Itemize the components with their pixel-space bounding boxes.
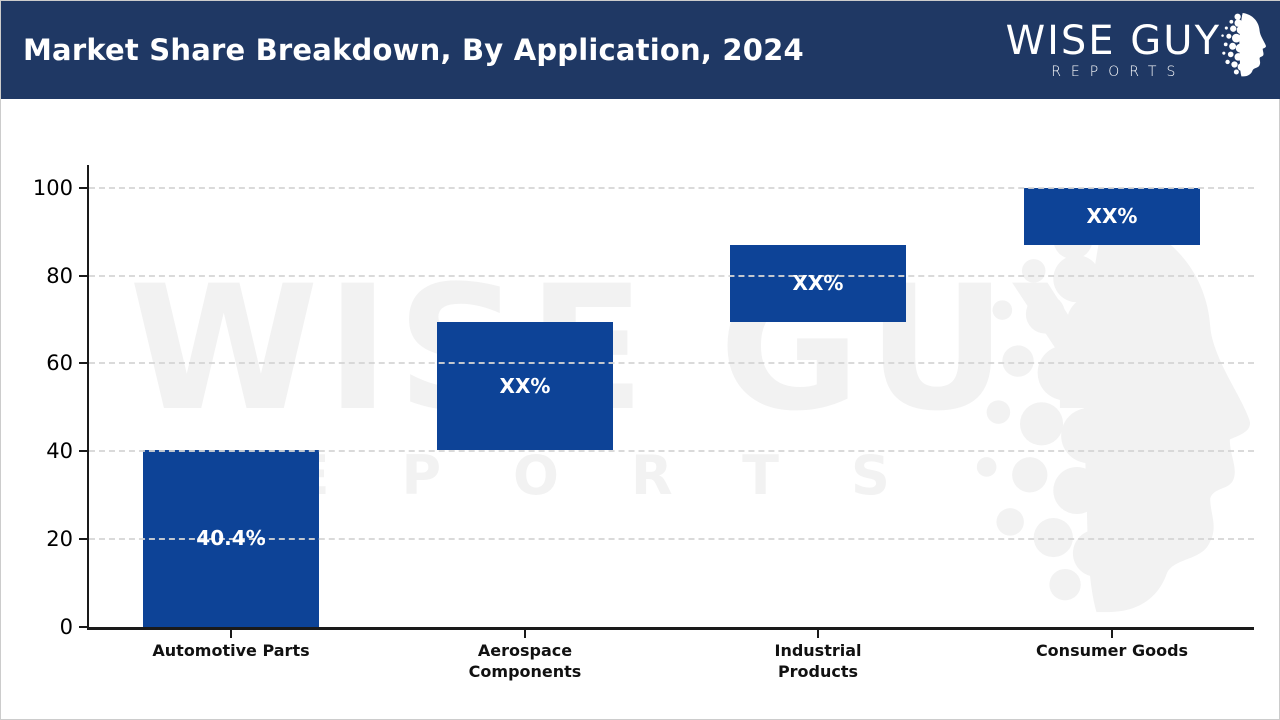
x-tick-industrial-products <box>817 630 819 638</box>
logo-text: WISE GUY REPORTS <box>1006 21 1221 80</box>
bar-aerospace-components <box>437 321 613 450</box>
wise-guy-logo: WISE GUY REPORTS <box>1006 10 1269 90</box>
bar-value-label-consumer-goods: XX% <box>1086 204 1138 229</box>
y-tick-80 <box>79 274 87 277</box>
y-tick-40 <box>79 450 87 453</box>
y-tick-label-40: 40 <box>46 439 73 464</box>
x-category-label-consumer-goods: Consumer Goods <box>1035 641 1189 660</box>
x-axis-line <box>87 627 1254 630</box>
x-category-label-automotive-parts: Automotive Parts <box>152 641 310 660</box>
y-tick-20 <box>79 538 87 541</box>
x-tick-automotive-parts <box>230 630 232 638</box>
x-tick-aerospace-components <box>524 630 526 638</box>
y-tick-label-20: 20 <box>46 527 73 552</box>
face-profile-icon <box>1221 13 1266 77</box>
watermark-wordmark: WISE GUY <box>129 248 1146 449</box>
bar-industrial-products <box>730 244 906 322</box>
y-tick-label-80: 80 <box>46 263 73 288</box>
x-category-label-aerospace-components: Aerospace Components <box>468 641 582 681</box>
x-tick-consumer-goods <box>1111 630 1113 638</box>
gridline-y-40 <box>89 450 1254 453</box>
logo-subtitle: REPORTS <box>1051 63 1186 80</box>
x-category-label-industrial-products: Industrial Products <box>774 641 862 681</box>
dotted-face-logo-icon <box>1205 4 1269 90</box>
header-bar: Market Share Breakdown, By Application, … <box>1 1 1280 99</box>
y-tick-0 <box>79 626 87 628</box>
bar-consumer-goods <box>1024 187 1200 245</box>
y-axis-line <box>87 165 89 630</box>
gridline-y-80 <box>89 274 1254 277</box>
logo-wordmark: WISE GUY <box>1005 17 1221 64</box>
y-tick-label-0: 0 <box>59 615 73 639</box>
face-profile-watermark-icon <box>970 216 1251 613</box>
page-title: Market Share Breakdown, By Application, … <box>23 33 804 67</box>
y-tick-label-100: 100 <box>32 175 73 200</box>
y-tick-label-60: 60 <box>46 351 73 376</box>
bar-value-label-industrial-products: XX% <box>792 271 844 296</box>
bar-value-label-automotive-parts: 40.4% <box>196 526 266 551</box>
y-tick-60 <box>79 362 87 365</box>
gridline-y-20 <box>89 538 1254 541</box>
gridline-y-100 <box>89 186 1254 189</box>
bar-value-label-aerospace-components: XX% <box>499 373 551 398</box>
watermark-face-icon <box>869 216 1269 620</box>
gridline-y-60 <box>89 362 1254 365</box>
y-tick-100 <box>79 186 87 189</box>
